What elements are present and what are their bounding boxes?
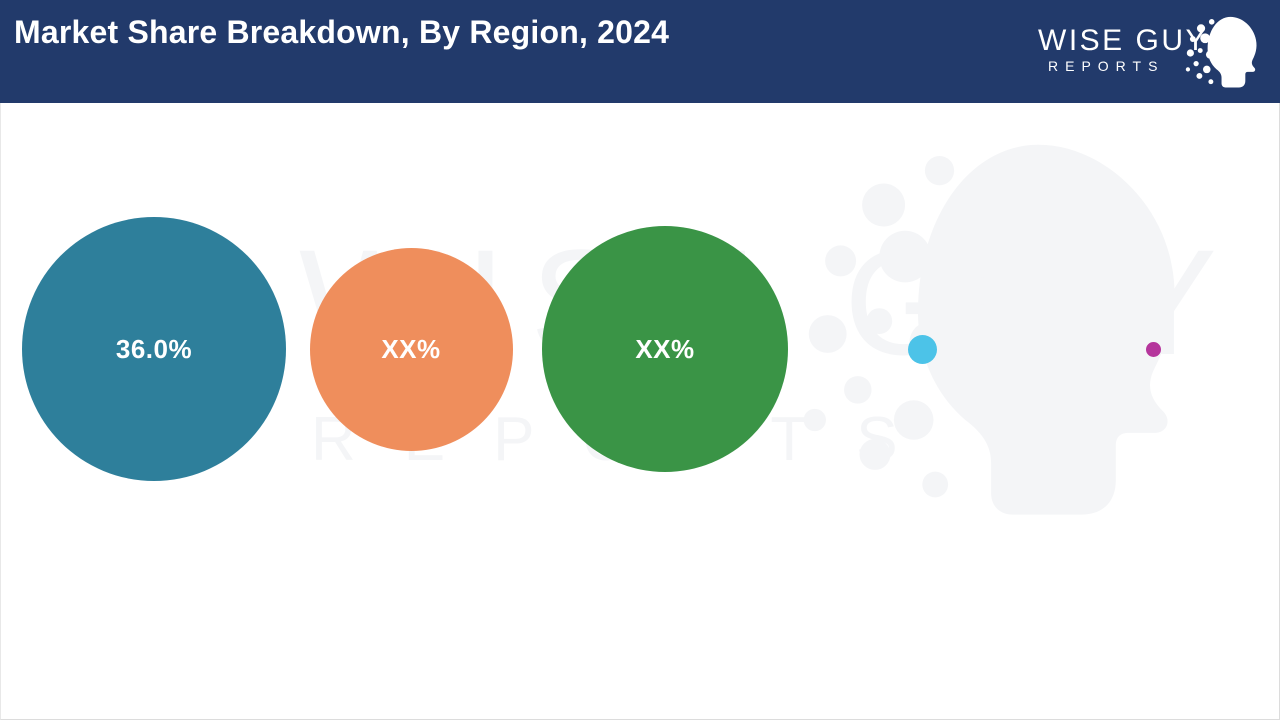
watermark-head-profile-dots-icon (803, 144, 1175, 515)
bubble-value-label: XX% (635, 333, 695, 364)
bubble-mea[interactable] (1145, 341, 1161, 357)
logo-tagline: REPORTS (1048, 58, 1165, 74)
page-title: Market Share Breakdown, By Region, 2024 (14, 14, 670, 50)
bubble-north-america[interactable]: 36.0% (22, 217, 286, 481)
bubble-value-label: XX% (381, 333, 441, 364)
logo-wordmark: WISE GUY (1038, 24, 1209, 57)
chart-plot-area: WISE GUY REPORTS (0, 103, 1280, 720)
bubble-value-label: 36.0% (115, 333, 193, 364)
header-bar: Market Share Breakdown, By Region, 2024 … (0, 0, 1280, 103)
bubble-apac[interactable]: XX% (542, 226, 788, 472)
brand-logo: WISE GUY REPORTS (1030, 10, 1266, 94)
head-profile-dots-icon (1185, 16, 1257, 88)
bubble-south-america[interactable] (907, 334, 937, 364)
bubble-europe[interactable]: XX% (309, 247, 513, 451)
